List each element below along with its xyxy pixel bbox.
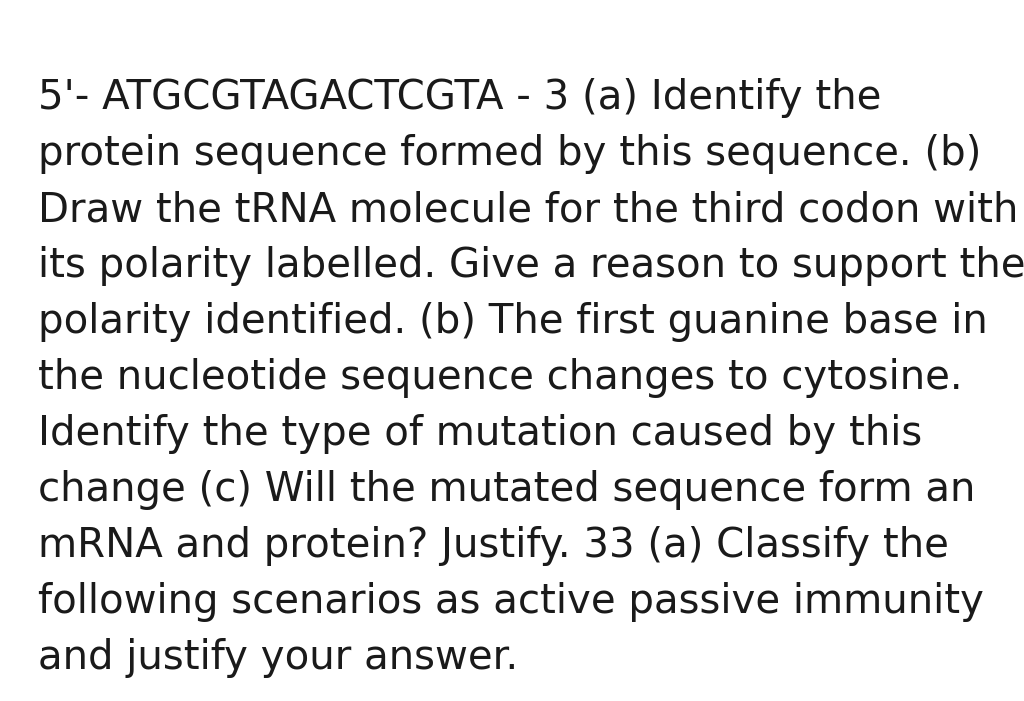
- Text: following scenarios as active passive immunity: following scenarios as active passive im…: [38, 582, 984, 622]
- Text: the nucleotide sequence changes to cytosine.: the nucleotide sequence changes to cytos…: [38, 358, 963, 398]
- Text: Identify the type of mutation caused by this: Identify the type of mutation caused by …: [38, 414, 923, 454]
- Text: Draw the tRNA molecule for the third codon with: Draw the tRNA molecule for the third cod…: [38, 190, 1019, 230]
- Text: change (c) Will the mutated sequence form an: change (c) Will the mutated sequence for…: [38, 470, 976, 510]
- Text: its polarity labelled. Give a reason to support the: its polarity labelled. Give a reason to …: [38, 246, 1024, 286]
- Text: 5'- ATGCGTAGACTCGTA - 3 (a) Identify the: 5'- ATGCGTAGACTCGTA - 3 (a) Identify the: [38, 78, 882, 118]
- Text: polarity identified. (b) The first guanine base in: polarity identified. (b) The first guani…: [38, 302, 988, 342]
- Text: mRNA and protein? Justify. 33 (a) Classify the: mRNA and protein? Justify. 33 (a) Classi…: [38, 526, 949, 566]
- Text: and justify your answer.: and justify your answer.: [38, 638, 518, 678]
- Text: protein sequence formed by this sequence. (b): protein sequence formed by this sequence…: [38, 134, 981, 174]
